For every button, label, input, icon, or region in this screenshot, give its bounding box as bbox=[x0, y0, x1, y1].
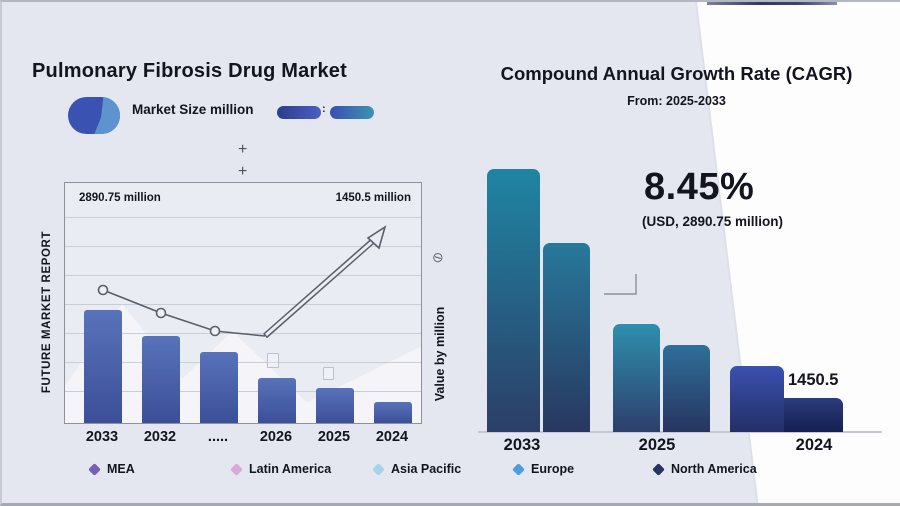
x-axis-label: 2025 bbox=[638, 436, 676, 454]
diamond-marker-icon bbox=[372, 462, 385, 476]
market-size-bar-2025 bbox=[316, 388, 354, 423]
min-value-annotation: 1450.5 million bbox=[335, 192, 411, 204]
x-axis-label: 2025 bbox=[317, 429, 351, 445]
x-axis-label: 2032 bbox=[143, 429, 177, 445]
plus-icon: + bbox=[238, 163, 248, 180]
database-cylinder-icon bbox=[68, 97, 120, 134]
diamond-marker-icon bbox=[88, 462, 101, 476]
legend-item-north-america: North America bbox=[652, 462, 757, 476]
market-size-chart: 2890.75 million 1450.5 million bbox=[64, 182, 422, 424]
ghost-clipboard-icon bbox=[267, 353, 279, 368]
cagr-baseline bbox=[478, 431, 882, 433]
step-line-icon bbox=[604, 274, 637, 295]
page-title: Pulmonary Fibrosis Drug Market bbox=[32, 60, 347, 82]
cagr-bar-back-2025 bbox=[663, 345, 710, 432]
legend-item-asia-pacific: Asia Pacific bbox=[372, 462, 462, 476]
x-axis-label: 2026 bbox=[259, 429, 293, 445]
cagr-percentage: 8.45% bbox=[644, 166, 755, 208]
cagr-bar-front-2024 bbox=[730, 366, 784, 432]
diamond-marker-icon bbox=[512, 462, 525, 476]
market-size-bar-..... bbox=[200, 352, 238, 423]
max-value-annotation: 2890.75 million bbox=[79, 192, 161, 204]
diamond-marker-icon bbox=[230, 462, 243, 476]
market-size-label: Market Size million bbox=[132, 102, 254, 117]
cagr-bar-back-2024 bbox=[778, 398, 843, 432]
legend-item-europe: Europe bbox=[512, 462, 575, 476]
x-axis-label: 2033 bbox=[503, 436, 541, 454]
legend-label: MEA bbox=[107, 462, 135, 476]
x-axis-label: 2024 bbox=[795, 436, 833, 454]
legend-label: Europe bbox=[531, 462, 575, 476]
ghost-clipboard-icon bbox=[323, 367, 334, 380]
cagr-detail: (USD, 2890.75 million) bbox=[642, 214, 784, 229]
market-size-bar-2032 bbox=[142, 336, 180, 423]
cagr-subtitle: From: 2025-2033 bbox=[627, 94, 726, 108]
legend-label: Asia Pacific bbox=[391, 462, 462, 476]
plus-icon: + bbox=[238, 141, 248, 158]
bar-value-label: 1450.5 bbox=[788, 371, 839, 389]
cagr-bar-front-2033 bbox=[487, 169, 540, 432]
x-axis-label: 2033 bbox=[85, 429, 119, 445]
region-legend: MEA Latin America Asia Pacific Europe North … bbox=[2, 462, 900, 486]
legend-item-mea: MEA bbox=[88, 462, 135, 476]
cagr-bar-front-2025 bbox=[613, 324, 660, 432]
ratio-pill-left-icon bbox=[277, 106, 321, 119]
market-size-bar-2026 bbox=[258, 378, 296, 423]
diamond-marker-icon bbox=[652, 462, 665, 476]
legend-label: North America bbox=[671, 462, 757, 476]
market-size-x-axis: 2033 2032..... 2026 2025 2024 bbox=[64, 429, 422, 451]
cagr-title: Compound Annual Growth Rate (CAGR) bbox=[500, 63, 853, 84]
x-axis-label: 2024 bbox=[375, 429, 409, 445]
cagr-bar-back-2033 bbox=[543, 243, 590, 432]
top-frame-accent bbox=[707, 2, 837, 5]
ratio-separator: : bbox=[322, 103, 326, 115]
legend-label: Latin America bbox=[249, 462, 332, 476]
ratio-pill-right-icon bbox=[330, 106, 374, 119]
legend-item-latin-america: Latin America bbox=[230, 462, 332, 476]
x-axis-label: ..... bbox=[207, 429, 229, 445]
market-size-bar-2024 bbox=[374, 402, 412, 423]
